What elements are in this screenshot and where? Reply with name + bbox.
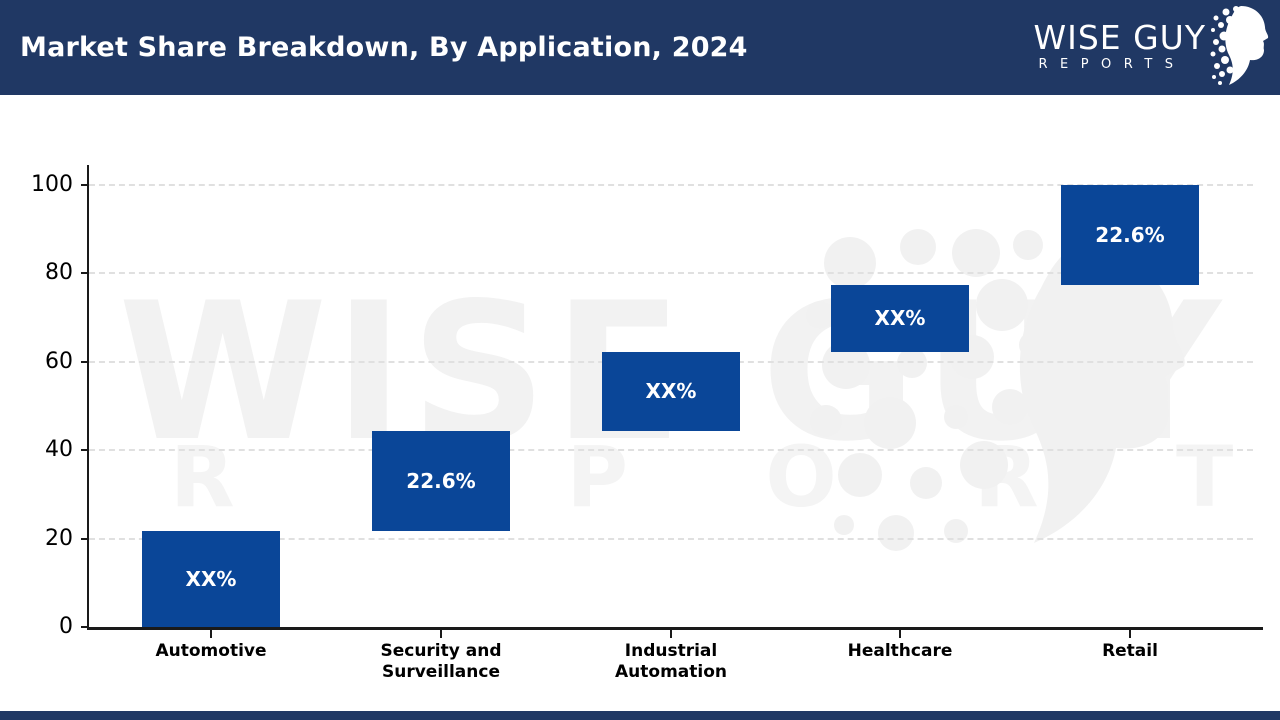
y-tick-label-20: 20 xyxy=(45,525,73,551)
bar-retail: 22.6% xyxy=(1061,185,1199,285)
x-tick-industrial-automation xyxy=(670,630,672,638)
category-label-automotive: Automotive xyxy=(155,641,267,661)
logo-wordmark: WISE GUY xyxy=(1033,17,1206,57)
bar-security-and-surveillance: 22.6% xyxy=(372,430,510,531)
bar-value-label-retail: 22.6% xyxy=(1095,222,1165,247)
y-axis-line xyxy=(87,165,89,629)
bar-automotive: XX% xyxy=(142,530,280,627)
x-tick-security-and-surveillance xyxy=(440,630,442,638)
y-tick-0 xyxy=(81,626,89,628)
category-label-healthcare: Healthcare xyxy=(847,641,953,661)
y-tick-40 xyxy=(81,449,89,452)
x-tick-automotive xyxy=(210,630,212,638)
bar-healthcare: XX% xyxy=(831,284,969,353)
logo-face-icon xyxy=(1210,6,1269,85)
x-axis-line xyxy=(87,627,1263,630)
y-tick-20 xyxy=(81,537,89,540)
bar-value-label-automotive: XX% xyxy=(185,566,237,591)
brand-logo: WISE GUY REPORTS xyxy=(1033,4,1270,88)
y-tick-label-80: 80 xyxy=(45,260,73,286)
category-label-retail: Retail xyxy=(1102,641,1158,661)
bar-value-label-healthcare: XX% xyxy=(874,306,926,331)
y-tick-label-0: 0 xyxy=(59,614,73,639)
gridline-20 xyxy=(89,537,1253,540)
bar-value-label-industrial-automation: XX% xyxy=(645,379,697,404)
page-title: Market Share Breakdown, By Application, … xyxy=(20,32,748,63)
watermark-face-icon xyxy=(806,229,1185,551)
y-tick-60 xyxy=(81,360,89,363)
y-tick-label-100: 100 xyxy=(31,172,73,197)
y-tick-80 xyxy=(81,272,89,275)
gridline-100 xyxy=(89,184,1253,186)
category-label-industrial-automation: Industrial Automation xyxy=(615,641,727,683)
bar-industrial-automation: XX% xyxy=(602,352,740,431)
brand-logo-text: WISE GUY REPORTS xyxy=(1033,17,1206,73)
y-tick-100 xyxy=(81,184,89,186)
gridline-40 xyxy=(89,449,1253,452)
y-tick-label-40: 40 xyxy=(45,437,73,463)
x-tick-healthcare xyxy=(899,630,901,638)
x-tick-retail xyxy=(1129,630,1131,638)
bar-value-label-security-and-surveillance: 22.6% xyxy=(406,468,476,493)
footer-bar xyxy=(0,711,1280,720)
header-bar: Market Share Breakdown, By Application, … xyxy=(0,0,1280,95)
category-label-security-and-surveillance: Security and Surveillance xyxy=(380,641,502,683)
y-tick-label-60: 60 xyxy=(45,348,73,374)
logo-subtext: REPORTS xyxy=(1038,57,1186,73)
gridline-80 xyxy=(89,272,1253,275)
